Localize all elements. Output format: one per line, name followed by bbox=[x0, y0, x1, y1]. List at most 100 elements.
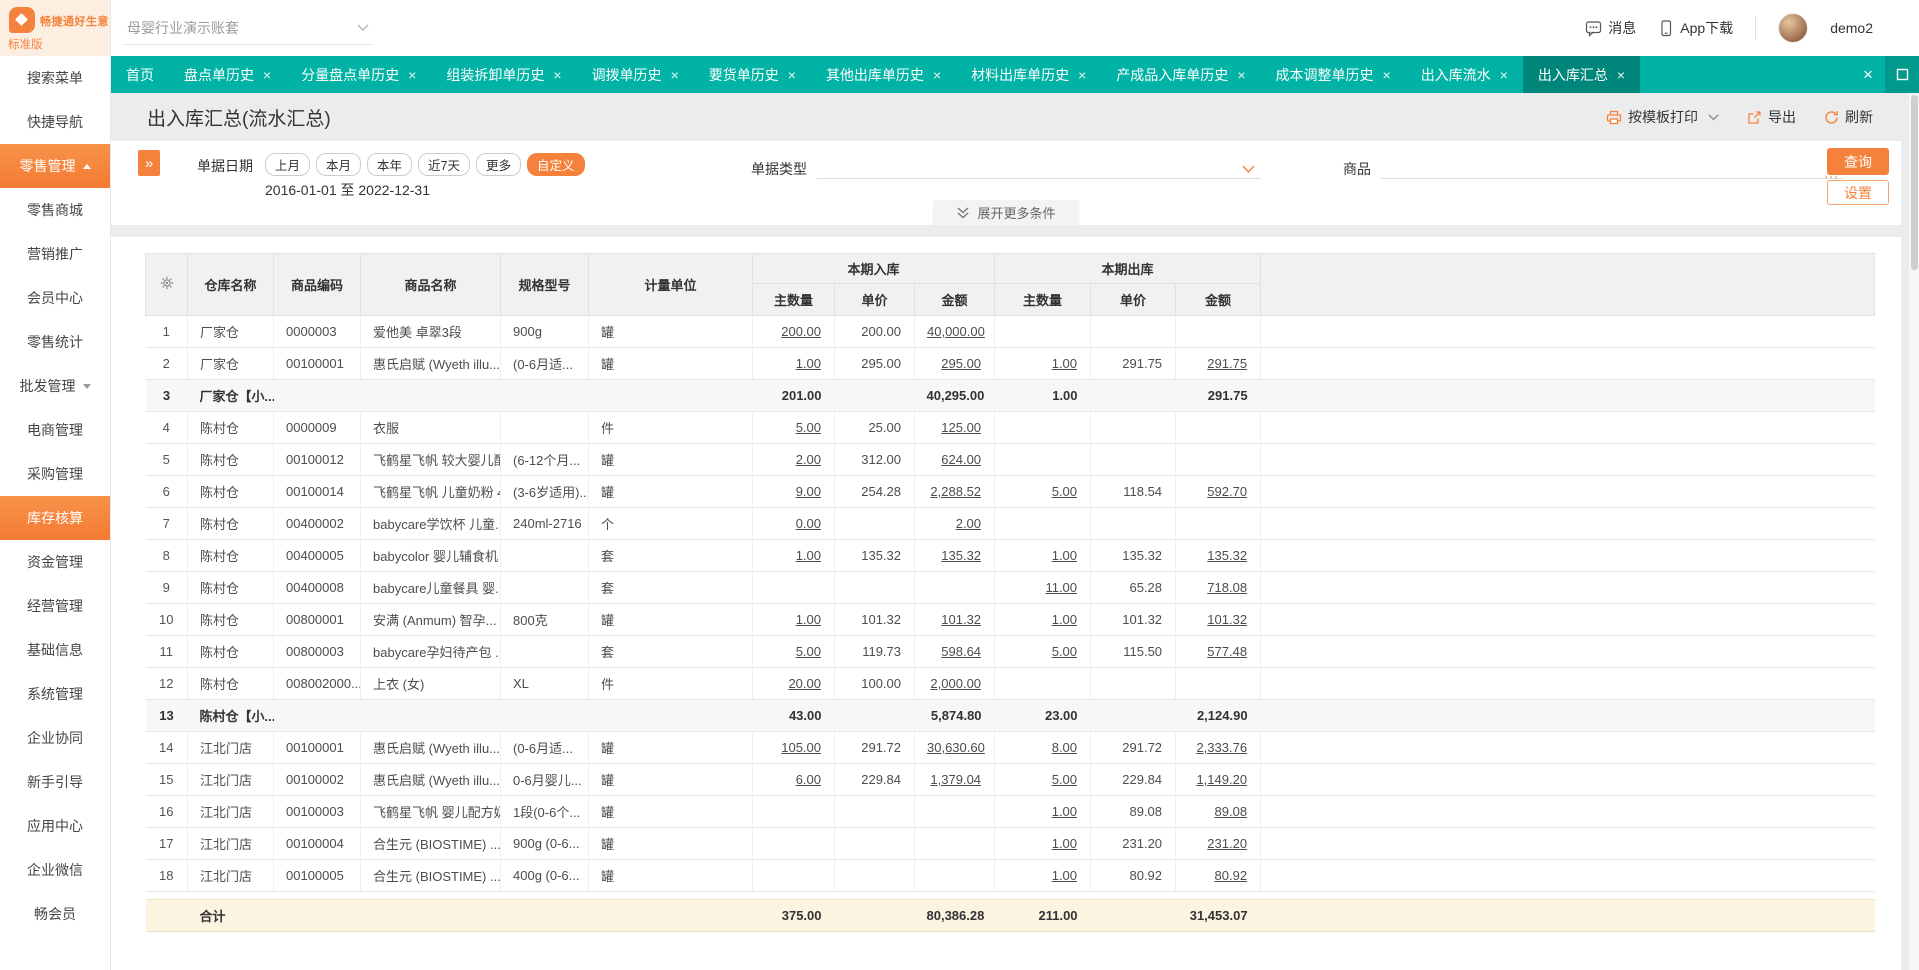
amount-link[interactable]: 624.00 bbox=[941, 452, 982, 467]
amount-link[interactable]: 11.00 bbox=[1045, 580, 1078, 595]
tab[interactable]: 成本调整单历史 × bbox=[1261, 56, 1406, 93]
amount-link[interactable]: 6.00 bbox=[795, 772, 821, 787]
amount-link[interactable]: 598.64 bbox=[941, 644, 982, 659]
sidebar-item[interactable]: 资金管理 bbox=[0, 540, 110, 584]
tab-close-icon[interactable]: × bbox=[1237, 66, 1246, 83]
refresh-button[interactable]: 刷新 bbox=[1824, 107, 1873, 127]
amount-link[interactable]: 2,000.00 bbox=[930, 676, 982, 691]
table-row[interactable]: 4 陈村仓 0000009 衣服 件 5.00 25.00 125.00 bbox=[145, 411, 1875, 444]
product-input[interactable]: ... bbox=[1381, 157, 1843, 180]
tab[interactable]: 产成品入库单历史 × bbox=[1101, 56, 1260, 93]
sidebar-item[interactable]: 零售商城 bbox=[0, 188, 110, 232]
tab[interactable]: 分量盘点单历史 × bbox=[286, 56, 431, 93]
amount-link[interactable]: 2,333.76 bbox=[1196, 740, 1248, 755]
sidebar-item[interactable]: 会员中心 bbox=[0, 276, 110, 320]
amount-link[interactable]: 20.00 bbox=[788, 676, 821, 691]
col-header-out-qty[interactable]: 主数量 bbox=[994, 283, 1092, 316]
sidebar-item[interactable]: 营销推广 bbox=[0, 232, 110, 276]
date-pill[interactable]: 本月 bbox=[316, 153, 362, 176]
tab-close-icon[interactable]: × bbox=[670, 66, 679, 83]
amount-link[interactable]: 101.32 bbox=[1207, 612, 1248, 627]
account-selector[interactable]: 母婴行业演示账套 bbox=[123, 12, 373, 45]
amount-link[interactable]: 1.00 bbox=[1051, 612, 1078, 627]
table-row[interactable]: 12 陈村仓 008002000... 上衣 (女) XL 件 20.00 100.00 2,0… bbox=[145, 667, 1875, 700]
col-header-in-qty[interactable]: 主数量 bbox=[752, 283, 835, 316]
col-header-name[interactable]: 商品名称 bbox=[360, 253, 501, 316]
table-row[interactable]: 18 江北门店 00100005 合生元 (BIOSTIME) ... 400g (0-… bbox=[145, 859, 1875, 892]
amount-link[interactable]: 2.00 bbox=[955, 516, 982, 531]
subtotal-row[interactable]: 3 厂家仓【小... 201.00 40,295.00 1.00 291.75 bbox=[145, 379, 1875, 412]
date-pill[interactable]: 更多 bbox=[476, 153, 522, 176]
table-row[interactable]: 17 江北门店 00100004 合生元 (BIOSTIME) ... 900g (0-… bbox=[145, 827, 1875, 860]
col-header-out-amount[interactable]: 金额 bbox=[1175, 283, 1262, 316]
amount-link[interactable]: 40,000.00 bbox=[927, 324, 985, 339]
sidebar-item[interactable]: 采购管理 bbox=[0, 452, 110, 496]
username[interactable]: demo2 bbox=[1830, 20, 1873, 36]
date-pill-custom[interactable]: 自定义 bbox=[527, 153, 585, 176]
table-row[interactable]: 10 陈村仓 00800001 安满 (Anmum) 智孕... 800克罐 1.00 10… bbox=[145, 603, 1875, 636]
tab-close-icon[interactable]: × bbox=[1499, 66, 1508, 83]
amount-link[interactable]: 5.00 bbox=[1051, 644, 1078, 659]
table-row[interactable]: 11 陈村仓 00800003 babycare孕妇待产包 ... 套 5.00 119.7… bbox=[145, 635, 1875, 668]
amount-link[interactable]: 295.00 bbox=[941, 356, 982, 371]
scrollbar-thumb[interactable] bbox=[1910, 95, 1918, 270]
amount-link[interactable]: 577.48 bbox=[1207, 644, 1248, 659]
amount-link[interactable]: 2.00 bbox=[795, 452, 821, 467]
date-pill[interactable]: 上月 bbox=[265, 153, 311, 176]
sidebar-item[interactable]: 快捷导航 bbox=[0, 100, 110, 144]
table-row[interactable]: 8 陈村仓 00400005 babycolor 婴儿辅食机 ... 套 1.00 135.… bbox=[145, 539, 1875, 572]
amount-link[interactable]: 135.32 bbox=[1207, 548, 1248, 563]
col-header-in-price[interactable]: 单价 bbox=[834, 283, 915, 316]
table-row[interactable]: 9 陈村仓 00400008 babycare儿童餐具 婴... 套 11.00 65.28… bbox=[145, 571, 1875, 604]
avatar[interactable] bbox=[1778, 13, 1809, 43]
sidebar-item[interactable]: 经营管理 bbox=[0, 584, 110, 628]
col-header-warehouse[interactable]: 仓库名称 bbox=[187, 253, 274, 316]
amount-link[interactable]: 5.00 bbox=[795, 644, 821, 659]
amount-link[interactable]: 1.00 bbox=[795, 612, 821, 627]
tab[interactable]: 首页 bbox=[111, 56, 169, 93]
amount-link[interactable]: 2,288.52 bbox=[930, 484, 982, 499]
amount-link[interactable]: 200.00 bbox=[781, 324, 821, 339]
amount-link[interactable]: 0.00 bbox=[795, 516, 821, 531]
tab[interactable]: 出入库汇总 × bbox=[1522, 56, 1641, 93]
doc-type-select[interactable] bbox=[817, 157, 1261, 179]
amount-link[interactable]: 1.00 bbox=[1051, 868, 1078, 883]
app-download-button[interactable]: App下载 bbox=[1658, 18, 1733, 38]
amount-link[interactable]: 5.00 bbox=[1051, 772, 1078, 787]
sidebar-item[interactable]: 畅会员 bbox=[0, 892, 110, 936]
tab-close-icon[interactable]: × bbox=[408, 66, 417, 83]
amount-link[interactable]: 80.92 bbox=[1214, 868, 1248, 883]
table-row[interactable]: 2 厂家仓 00100001 惠氏启赋 (Wyeth illu... (0-6月适...… bbox=[145, 347, 1875, 380]
table-row[interactable]: 1 厂家仓 0000003 爱他美 卓翠3段 900g 罐 200.00 200.00 40,0… bbox=[145, 315, 1875, 348]
amount-link[interactable]: 125.00 bbox=[941, 420, 982, 435]
tab-close-icon[interactable]: × bbox=[787, 66, 796, 83]
vertical-scrollbar[interactable] bbox=[1909, 93, 1919, 970]
sidebar-item[interactable]: 企业微信 bbox=[0, 848, 110, 892]
tab[interactable]: 要货单历史 × bbox=[694, 56, 811, 93]
amount-link[interactable]: 30,630.60 bbox=[927, 740, 985, 755]
tab-close-icon[interactable]: × bbox=[932, 66, 942, 83]
col-header-in-amount[interactable]: 金额 bbox=[913, 283, 996, 316]
amount-link[interactable]: 101.32 bbox=[941, 612, 982, 627]
table-row[interactable]: 14 江北门店 00100001 惠氏启赋 (Wyeth illu... (0-6月适.… bbox=[145, 731, 1875, 764]
amount-link[interactable]: 9.00 bbox=[795, 484, 821, 499]
tab-close-icon[interactable]: × bbox=[263, 66, 272, 83]
messages-button[interactable]: 消息 bbox=[1585, 18, 1636, 38]
amount-link[interactable]: 1.00 bbox=[1051, 836, 1078, 851]
print-by-template-button[interactable]: 按模板打印 bbox=[1606, 107, 1719, 127]
sidebar-item[interactable]: 企业协同 bbox=[0, 716, 110, 760]
tab-close-icon[interactable]: × bbox=[1078, 66, 1087, 83]
amount-link[interactable]: 1.00 bbox=[1051, 356, 1078, 371]
tab-close-icon[interactable]: × bbox=[553, 66, 562, 83]
expand-more-button[interactable]: 展开更多条件 bbox=[932, 200, 1080, 225]
amount-link[interactable]: 105.00 bbox=[781, 740, 821, 755]
sidebar-item[interactable]: 批发管理 bbox=[0, 364, 110, 408]
tab[interactable]: 盘点单历史 × bbox=[169, 56, 286, 93]
amount-link[interactable]: 1.00 bbox=[795, 548, 821, 563]
col-header-unit[interactable]: 计量单位 bbox=[588, 253, 753, 316]
sidebar-item[interactable]: 零售统计 bbox=[0, 320, 110, 364]
collapse-filters-button[interactable]: » bbox=[138, 150, 160, 176]
amount-link[interactable]: 1.00 bbox=[1051, 804, 1078, 819]
sidebar-item[interactable]: 库存核算 bbox=[0, 496, 110, 540]
